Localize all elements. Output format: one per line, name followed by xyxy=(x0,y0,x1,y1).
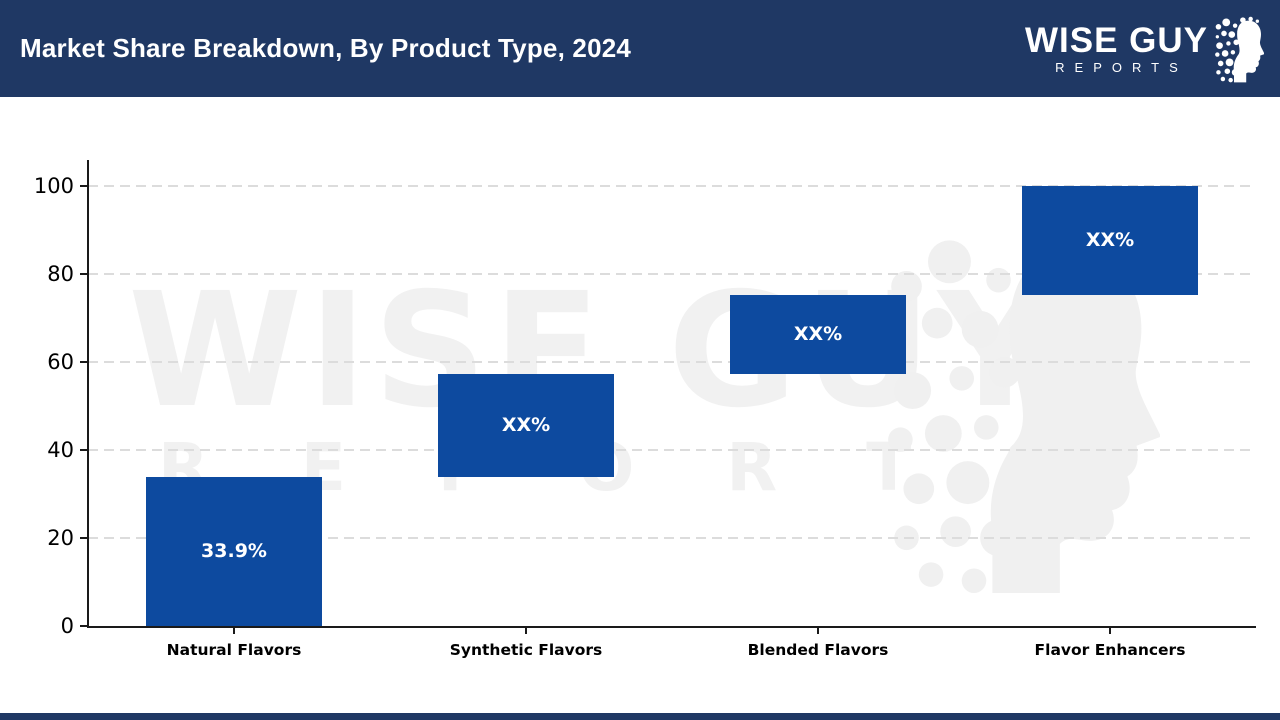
chart-title: Market Share Breakdown, By Product Type,… xyxy=(20,33,632,63)
bar-natural-flavors: 33.9% xyxy=(146,476,322,626)
bar-value-label: XX% xyxy=(793,323,843,346)
xcat-label-synthetic-flavors: Synthetic Flavors xyxy=(449,641,603,659)
bar-value-label: XX% xyxy=(501,414,551,437)
xtick-mark-synthetic-flavors xyxy=(525,626,527,634)
ytick-mark-100 xyxy=(80,185,88,187)
xcat-label-natural-flavors: Natural Flavors xyxy=(166,641,302,659)
bar-value-label: 33.9% xyxy=(201,540,267,563)
bar-flavor-enhancers: XX% xyxy=(1022,186,1198,295)
head-profile-logo-icon xyxy=(1214,11,1264,87)
y-axis xyxy=(87,160,89,628)
x-axis xyxy=(87,626,1256,628)
gridline-80 xyxy=(88,273,1256,275)
ytick-mark-20 xyxy=(80,537,88,539)
xtick-mark-natural-flavors xyxy=(233,626,235,634)
xcat-label-blended-flavors: Blended Flavors xyxy=(747,641,889,659)
ytick-mark-80 xyxy=(80,273,88,275)
bar-blended-flavors: XX% xyxy=(730,294,906,374)
gridline-60 xyxy=(88,361,1256,363)
ytick-mark-0 xyxy=(80,625,88,627)
ytick-mark-60 xyxy=(80,361,88,363)
logo-wordmark: WISE GUY xyxy=(1024,21,1208,60)
xtick-mark-flavor-enhancers xyxy=(1109,626,1111,634)
header-bar: Market Share Breakdown, By Product Type,… xyxy=(0,0,1280,97)
ytick-label-0: 0 xyxy=(60,614,74,638)
logo-text: WISE GUY REPORTS xyxy=(1025,23,1208,74)
xcat-label-flavor-enhancers: Flavor Enhancers xyxy=(1034,641,1186,659)
footer-bar xyxy=(0,713,1280,720)
ytick-label-60: 60 xyxy=(47,350,74,374)
bar-synthetic-flavors: XX% xyxy=(438,373,614,477)
ytick-label-20: 20 xyxy=(47,526,74,550)
ytick-label-40: 40 xyxy=(47,438,74,462)
ytick-label-80: 80 xyxy=(47,262,74,286)
gridline-20 xyxy=(88,537,1256,539)
gridline-100 xyxy=(88,185,1256,187)
xtick-mark-blended-flavors xyxy=(817,626,819,634)
ytick-mark-40 xyxy=(80,449,88,451)
wise-guy-reports-logo: WISE GUY REPORTS xyxy=(1025,11,1264,87)
gridline-40 xyxy=(88,449,1256,451)
ytick-label-100: 100 xyxy=(33,174,74,198)
logo-subword: REPORTS xyxy=(1055,60,1188,75)
bar-value-label: XX% xyxy=(1085,229,1135,252)
